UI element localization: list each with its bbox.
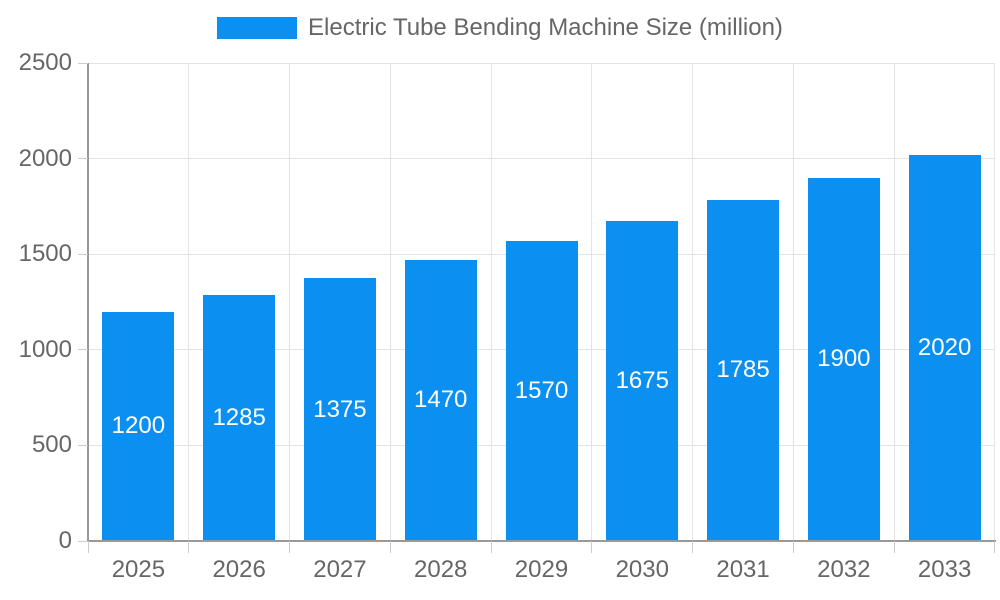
y-axis-line xyxy=(87,63,89,541)
bar xyxy=(908,154,981,541)
v-gridline xyxy=(289,63,291,541)
bar xyxy=(203,295,276,541)
y-tick-mark xyxy=(78,349,88,351)
x-axis-tick-label: 2026 xyxy=(212,556,266,583)
plot-area: 1200 1285 1375 1470 1570 1675 1785 1900 2020 xyxy=(87,62,996,542)
y-tick-mark xyxy=(78,62,88,64)
v-gridline xyxy=(389,63,391,541)
x-axis-tick-label: 2028 xyxy=(414,556,468,583)
bar-value-label: 1470 xyxy=(414,386,468,414)
x-tick-mark xyxy=(490,541,492,553)
bar xyxy=(807,177,880,541)
x-axis-tick-label: 2029 xyxy=(514,556,569,583)
y-tick-mark xyxy=(78,444,88,446)
bar xyxy=(404,259,477,541)
h-gridline xyxy=(88,62,995,64)
bar-value-label: 1375 xyxy=(313,395,367,423)
bar-value-label: 1900 xyxy=(817,345,871,373)
x-axis-tick-label: 2027 xyxy=(313,556,367,583)
legend: Electric Tube Bending Machine Size (mill… xyxy=(0,14,1000,42)
bar xyxy=(707,199,780,541)
x-tick-mark xyxy=(87,541,89,553)
bar xyxy=(606,220,679,541)
bar-value-label: 1675 xyxy=(615,366,669,394)
x-axis-tick-label: 2030 xyxy=(615,556,669,583)
v-gridline xyxy=(893,63,895,541)
x-tick-mark xyxy=(792,541,794,553)
bar-value-label: 1200 xyxy=(111,412,166,440)
legend-swatch-icon xyxy=(217,17,298,39)
v-gridline xyxy=(993,63,995,541)
bar xyxy=(303,278,376,541)
bar-value-label: 1785 xyxy=(716,356,770,384)
x-tick-mark xyxy=(893,541,895,553)
h-gridline xyxy=(88,158,995,160)
x-axis-tick-label: 2033 xyxy=(917,556,972,583)
y-tick-mark xyxy=(78,253,88,255)
x-axis-tick-label: 2032 xyxy=(817,556,871,583)
bar-value-label: 1285 xyxy=(212,404,266,432)
legend-item[interactable]: Electric Tube Bending Machine Size (mill… xyxy=(217,14,783,42)
v-gridline xyxy=(188,63,190,541)
v-gridline xyxy=(490,63,492,541)
y-tick-mark xyxy=(78,540,88,542)
y-axis-tick-label: 500 xyxy=(31,431,72,459)
y-axis-tick-label: 2000 xyxy=(18,144,72,172)
y-axis-tick-label: 1000 xyxy=(18,335,72,363)
v-gridline xyxy=(692,63,694,541)
y-axis-tick-label: 1500 xyxy=(18,240,72,268)
bar-value-label: 2020 xyxy=(917,333,972,361)
x-axis-line xyxy=(87,540,996,542)
x-tick-mark xyxy=(591,541,593,553)
x-axis-tick-label: 2031 xyxy=(716,556,770,583)
x-tick-mark xyxy=(188,541,190,553)
legend-label: Electric Tube Bending Machine Size (mill… xyxy=(308,14,783,41)
bar xyxy=(102,311,175,541)
y-axis-tick-label: 2500 xyxy=(18,49,72,76)
x-tick-mark xyxy=(993,541,995,553)
v-gridline xyxy=(792,63,794,541)
v-gridline xyxy=(591,63,593,541)
x-tick-mark xyxy=(692,541,694,553)
y-tick-mark xyxy=(78,158,88,160)
x-axis-tick-label: 2025 xyxy=(111,556,166,583)
bar xyxy=(505,240,578,541)
y-axis-tick-label: 0 xyxy=(58,527,72,554)
bar-value-label: 1570 xyxy=(514,376,569,404)
x-tick-mark xyxy=(289,541,291,553)
x-tick-mark xyxy=(389,541,391,553)
